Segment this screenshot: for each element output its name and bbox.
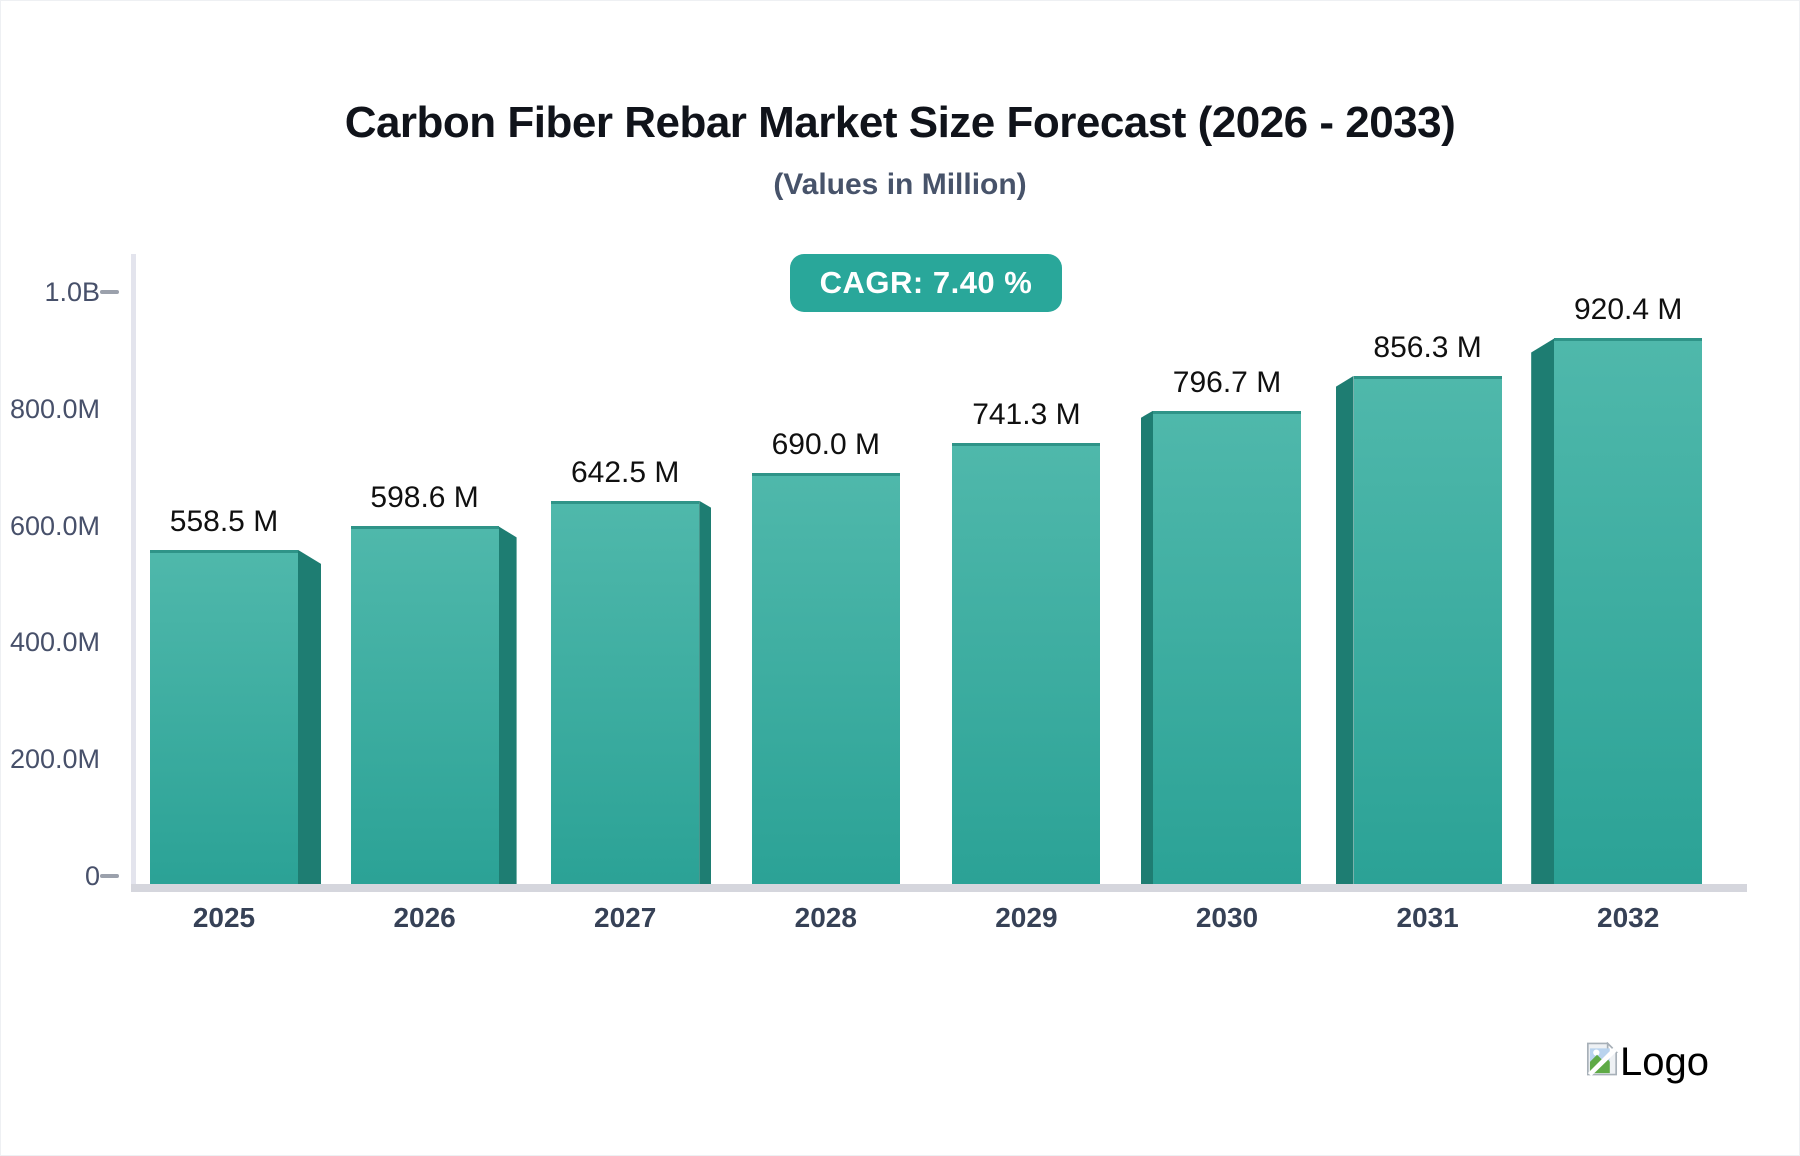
bar [1554, 338, 1703, 884]
bar-3d-side [1531, 338, 1555, 884]
x-tick-label: 2029 [995, 902, 1058, 933]
chart-subtitle: (Values in Million) [773, 168, 1027, 201]
bar-3d-side [699, 500, 712, 884]
broken-image-icon [1586, 1042, 1619, 1076]
y-tick-label: 0 [84, 861, 100, 891]
y-tick-label: 400.0M [9, 627, 100, 658]
y-tick-label: 800.0M [9, 393, 100, 424]
bar-value-label: 558.5 M [169, 504, 279, 538]
bar [1353, 375, 1502, 884]
x-tick-label: 2027 [594, 902, 657, 933]
y-tick-label: 1.0B [44, 277, 100, 307]
x-tick-label: 2025 [192, 902, 256, 933]
bar [751, 473, 900, 884]
bar [551, 500, 700, 884]
x-tick-label: 2031 [1396, 902, 1459, 933]
x-tick-label: 2026 [393, 902, 456, 933]
chart-title: Carbon Fiber Rebar Market Size Forecast … [344, 98, 1456, 147]
cagr-badge: CAGR: 7.40 % [790, 254, 1062, 312]
x-axis-baseline [131, 884, 1747, 892]
bar-3d-side [298, 549, 321, 884]
y-tick-label: 200.0M [9, 744, 100, 775]
bar-value-label: 741.3 M [972, 398, 1081, 432]
bar-value-label: 642.5 M [570, 455, 680, 489]
bar-value-label: 690.0 M [771, 428, 880, 462]
bar-value-label: 796.7 M [1172, 365, 1282, 399]
bar-value-label: 920.4 M [1573, 293, 1683, 327]
bar-3d-side [498, 526, 517, 884]
x-tick-label: 2030 [1195, 902, 1259, 933]
bar [150, 549, 298, 884]
bar-value-label: 598.6 M [370, 481, 479, 515]
y-axis-line [131, 254, 136, 892]
bar [952, 443, 1101, 884]
y-tick-label: 600.0M [9, 510, 100, 541]
bar [350, 526, 499, 884]
y-tick-mark [100, 874, 119, 878]
x-tick-label: 2032 [1597, 902, 1660, 933]
bar-value-label: 856.3 M [1373, 330, 1482, 364]
logo-alt-text: Logo [1620, 1040, 1709, 1084]
logo: Logo [1585, 1042, 1709, 1082]
bar [1153, 410, 1301, 884]
x-tick-label: 2028 [794, 902, 857, 933]
bar-3d-side [1141, 410, 1153, 884]
y-tick-mark [100, 290, 119, 294]
bar-3d-side [1335, 375, 1354, 884]
